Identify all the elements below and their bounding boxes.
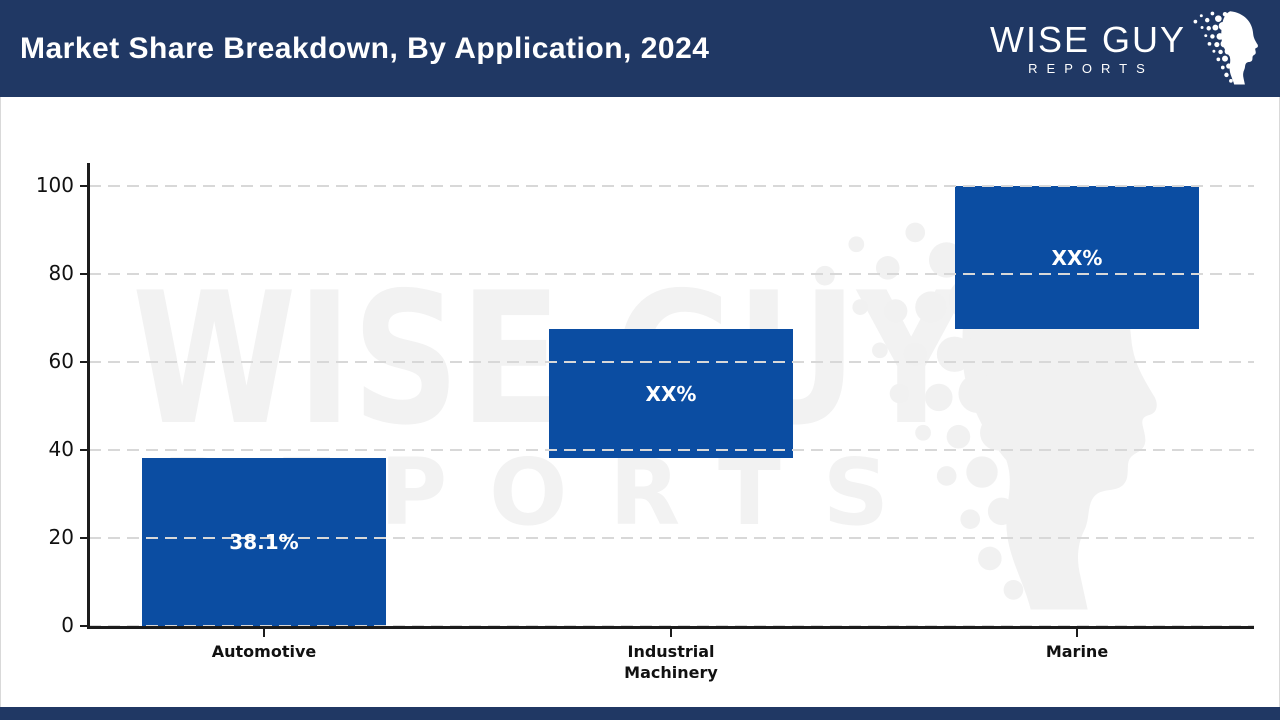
y-tick-mark (80, 449, 88, 451)
x-axis-label: Marine (1045, 642, 1109, 661)
bar-value-label: XX% (1051, 245, 1103, 270)
y-tick-mark (80, 537, 88, 539)
logo-subtext: REPORTS (1028, 61, 1154, 76)
x-tick-mark (670, 629, 672, 637)
y-tick-label: 80 (48, 261, 74, 285)
x-axis-label: Industrial Machinery (624, 642, 718, 682)
wiseguy-logo: WISE GUY REPORTS (990, 8, 1262, 90)
y-tick-mark (80, 273, 88, 275)
y-tick-mark (80, 185, 88, 187)
x-axis-line (87, 626, 1254, 629)
logo-face-icon (1193, 10, 1258, 85)
y-tick-mark (80, 625, 88, 627)
x-tick-mark (263, 629, 265, 637)
gridline (89, 273, 1254, 275)
y-tick-label: 20 (48, 525, 74, 549)
bar-value-label: XX% (645, 381, 697, 406)
y-tick-mark (80, 361, 88, 363)
gridline (89, 449, 1254, 451)
watermark-wordmark: WISE GUY (132, 253, 965, 465)
bar-value-label: 38.1% (229, 530, 299, 555)
x-tick-mark (1076, 629, 1078, 637)
waterfall-bar (549, 329, 793, 459)
page-title: Market Share Breakdown, By Application, … (20, 31, 710, 65)
gridline (89, 537, 1254, 539)
logo-wordmark: WISE GUY (989, 19, 1186, 60)
footer-bar (0, 707, 1280, 720)
x-axis-label: Automotive (211, 642, 317, 661)
y-tick-label: 100 (35, 173, 74, 197)
waterfall-bar (142, 458, 386, 626)
gridline (89, 361, 1254, 363)
header: Market Share Breakdown, By Application, … (0, 0, 1280, 97)
y-tick-label: 60 (48, 349, 74, 373)
y-axis-line (87, 163, 90, 629)
y-tick-label: 40 (48, 437, 74, 461)
y-tick-label: 0 (61, 613, 74, 637)
logo-text: WISE GUY REPORTS (989, 19, 1186, 76)
gridline (89, 185, 1254, 187)
waterfall-bar (955, 186, 1199, 330)
